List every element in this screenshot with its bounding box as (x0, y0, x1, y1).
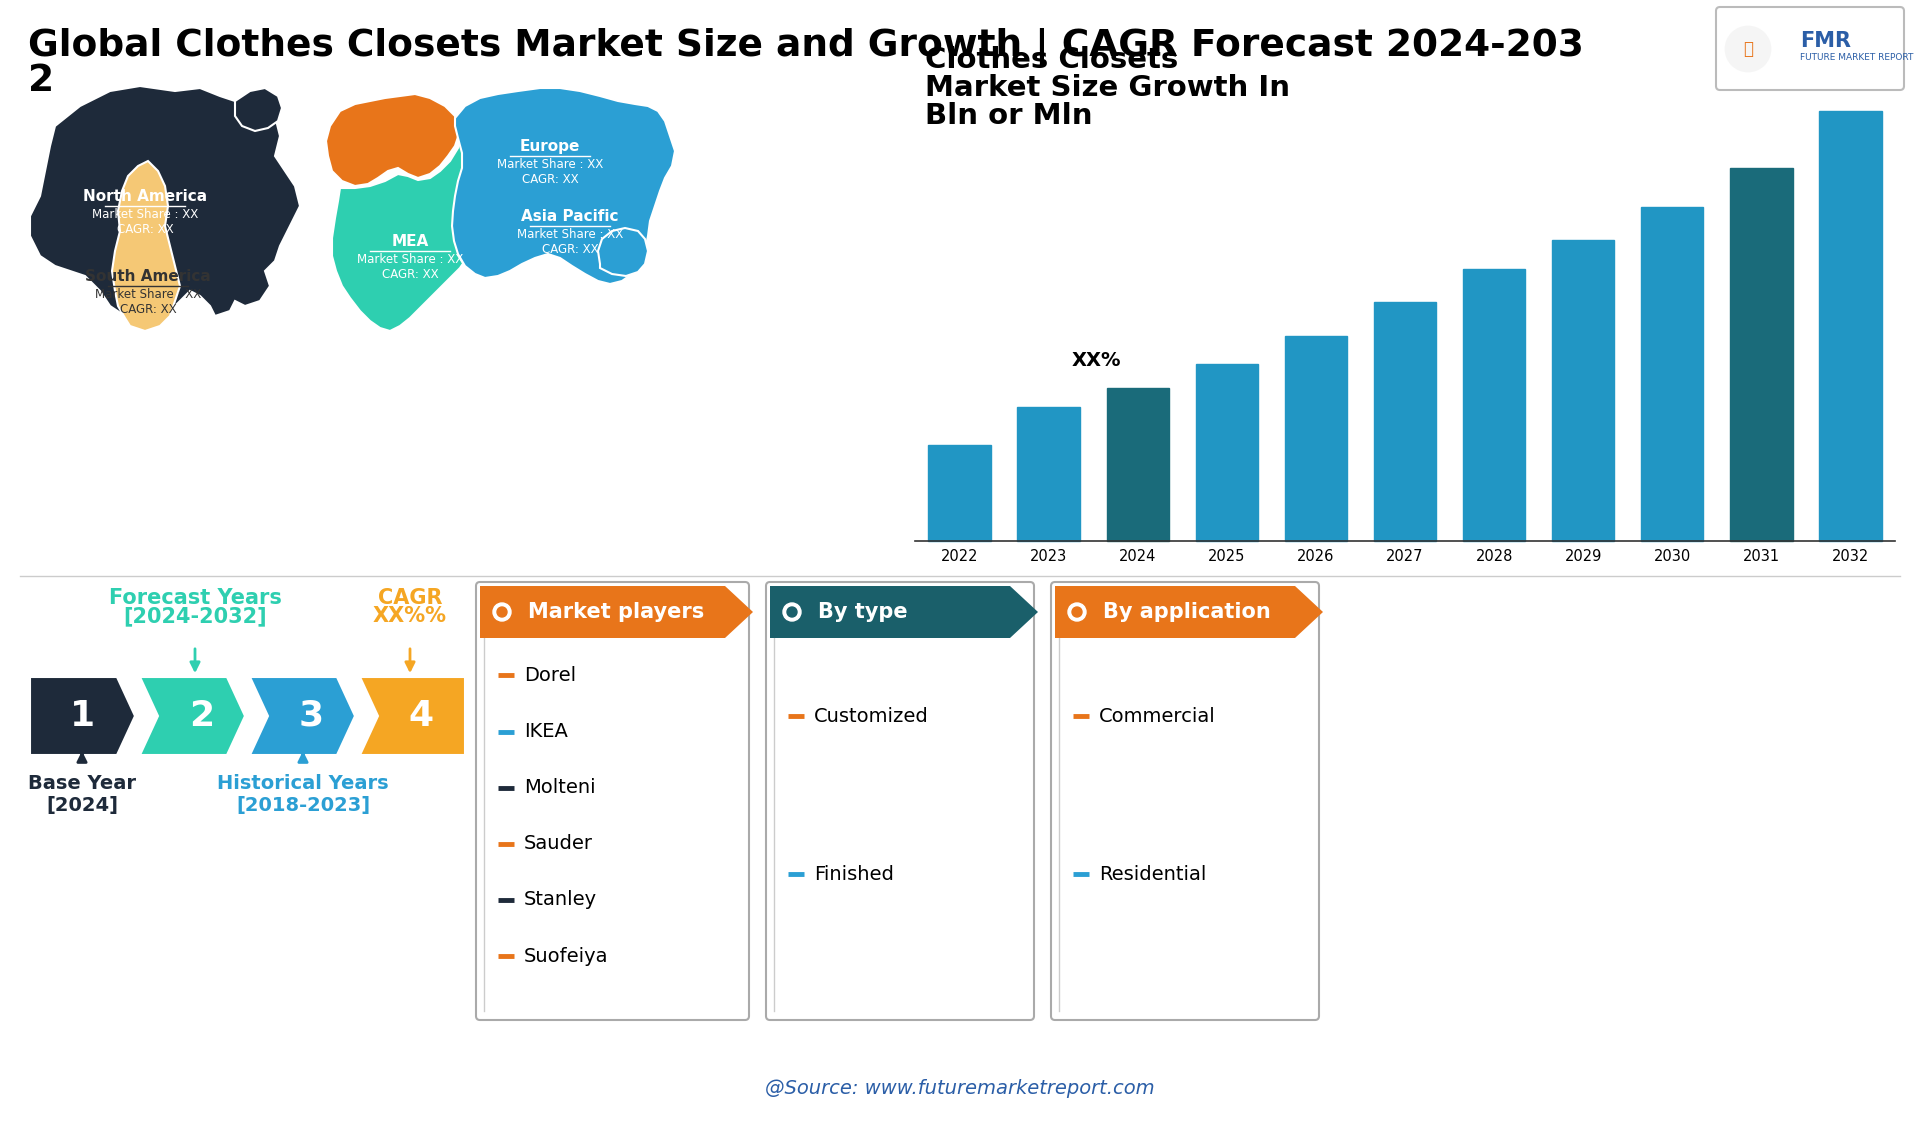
Text: Clothes Closets: Clothes Closets (925, 46, 1179, 74)
Text: Market Share : XX
CAGR: XX: Market Share : XX CAGR: XX (357, 253, 463, 281)
Polygon shape (111, 160, 180, 331)
Text: Molteni: Molteni (524, 778, 595, 798)
Text: 2032: 2032 (1832, 549, 1868, 564)
Text: CAGR: CAGR (378, 588, 442, 609)
Text: 🏃: 🏃 (1743, 40, 1753, 58)
Text: By application: By application (1102, 602, 1271, 622)
Text: Customized: Customized (814, 707, 929, 725)
Polygon shape (234, 88, 282, 131)
Polygon shape (361, 677, 465, 755)
Text: 2023: 2023 (1029, 549, 1068, 564)
Text: Bln or Mln: Bln or Mln (925, 102, 1092, 129)
Text: 2026: 2026 (1298, 549, 1334, 564)
Text: Market Share : XX
CAGR: XX: Market Share : XX CAGR: XX (497, 158, 603, 186)
Text: FMR: FMR (1801, 31, 1851, 52)
Polygon shape (31, 86, 300, 321)
Text: 3: 3 (300, 699, 324, 733)
Circle shape (493, 603, 511, 621)
Bar (929, 446, 991, 541)
Circle shape (783, 603, 801, 621)
Text: Commercial: Commercial (1098, 707, 1215, 725)
Text: 2028: 2028 (1475, 549, 1513, 564)
Circle shape (497, 607, 507, 617)
Text: Market Share : XX
CAGR: XX: Market Share : XX CAGR: XX (94, 288, 202, 316)
Text: Suofeiya: Suofeiya (524, 947, 609, 966)
Text: By type: By type (818, 602, 908, 622)
Polygon shape (451, 88, 676, 284)
Bar (1730, 168, 1793, 541)
FancyBboxPatch shape (1716, 7, 1905, 91)
Bar (1642, 206, 1703, 541)
Text: Sauder: Sauder (524, 834, 593, 854)
FancyBboxPatch shape (1050, 582, 1319, 1020)
Text: @Source: www.futuremarketreport.com: @Source: www.futuremarketreport.com (766, 1078, 1154, 1098)
Text: Historical Years: Historical Years (217, 774, 390, 793)
Bar (1284, 336, 1348, 541)
Polygon shape (31, 677, 134, 755)
Text: Finished: Finished (814, 865, 895, 884)
Text: 2024: 2024 (1119, 549, 1156, 564)
Text: Market Size Growth In: Market Size Growth In (925, 74, 1290, 102)
Text: Europe: Europe (520, 139, 580, 154)
Bar (1375, 303, 1436, 541)
Bar (1196, 364, 1258, 541)
Text: 2027: 2027 (1386, 549, 1425, 564)
Text: [2018-2023]: [2018-2023] (236, 796, 371, 815)
Polygon shape (326, 94, 461, 186)
FancyBboxPatch shape (766, 582, 1035, 1020)
Text: South America: South America (84, 269, 211, 284)
Text: 2030: 2030 (1653, 549, 1692, 564)
Text: [2024]: [2024] (46, 796, 117, 815)
Bar (1106, 388, 1169, 541)
Polygon shape (332, 116, 488, 331)
Circle shape (1071, 607, 1083, 617)
Text: Stanley: Stanley (524, 890, 597, 910)
Text: 2025: 2025 (1208, 549, 1246, 564)
Text: Base Year: Base Year (29, 774, 136, 793)
Circle shape (787, 607, 797, 617)
Text: Asia Pacific: Asia Pacific (520, 209, 618, 223)
Text: [2024-2032]: [2024-2032] (123, 606, 267, 626)
Polygon shape (480, 586, 753, 638)
Bar (1463, 268, 1524, 541)
Text: Market Share : XX
CAGR: XX: Market Share : XX CAGR: XX (516, 228, 624, 256)
Text: Residential: Residential (1098, 865, 1206, 884)
Text: Global Clothes Closets Market Size and Growth | CAGR Forecast 2024-203: Global Clothes Closets Market Size and G… (29, 28, 1584, 66)
Polygon shape (250, 677, 355, 755)
Text: XX%: XX% (1071, 351, 1121, 370)
Circle shape (1068, 603, 1087, 621)
Text: Market players: Market players (528, 602, 705, 622)
FancyBboxPatch shape (476, 582, 749, 1020)
Text: 2: 2 (29, 63, 54, 99)
Bar (1551, 240, 1615, 541)
Text: Market Share : XX
CAGR: XX: Market Share : XX CAGR: XX (92, 209, 198, 236)
Polygon shape (140, 677, 246, 755)
Polygon shape (597, 228, 649, 276)
Polygon shape (1054, 586, 1323, 638)
Bar (1820, 111, 1882, 541)
Text: 2022: 2022 (941, 549, 979, 564)
Text: Forecast Years: Forecast Years (109, 588, 282, 609)
Text: Dorel: Dorel (524, 666, 576, 685)
Text: FUTURE MARKET REPORT: FUTURE MARKET REPORT (1801, 54, 1914, 63)
Text: 1: 1 (69, 699, 96, 733)
Text: IKEA: IKEA (524, 722, 568, 741)
Text: 2029: 2029 (1565, 549, 1601, 564)
Text: XX%: XX% (1841, 74, 1889, 93)
Text: North America: North America (83, 189, 207, 204)
Text: 2031: 2031 (1743, 549, 1780, 564)
Text: 4: 4 (409, 699, 434, 733)
Polygon shape (770, 586, 1039, 638)
Circle shape (1726, 28, 1770, 71)
Bar (1018, 407, 1079, 541)
Text: MEA: MEA (392, 234, 428, 249)
Text: 2: 2 (188, 699, 213, 733)
Text: XX%%: XX%% (372, 606, 447, 626)
